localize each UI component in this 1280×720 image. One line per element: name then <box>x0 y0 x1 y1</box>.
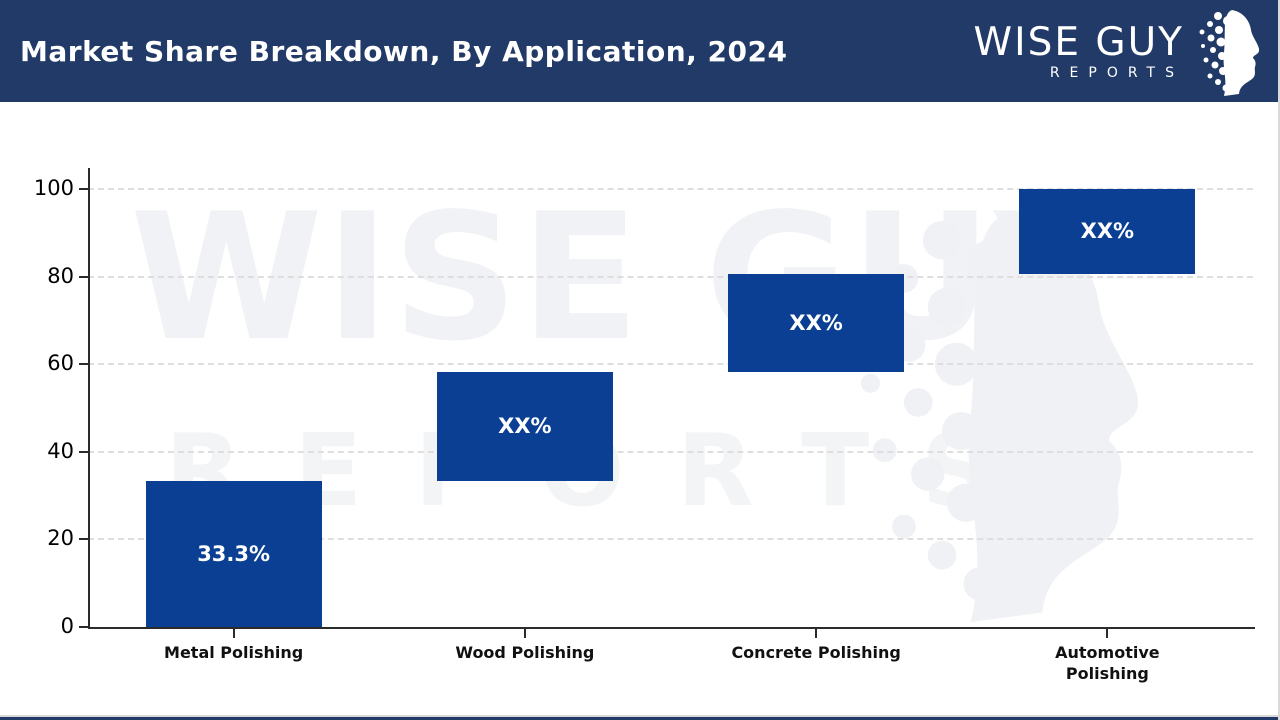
gridline-20 <box>88 538 1253 541</box>
y-tick-mark-20 <box>79 538 88 541</box>
x-tick-mark-2 <box>815 629 818 638</box>
bar-value-label: 33.3% <box>197 542 271 567</box>
x-category-label: Metal Polishing <box>164 643 304 662</box>
x-tick-mark-0 <box>232 629 235 638</box>
gridline-100 <box>88 188 1253 190</box>
y-axis-spine <box>88 168 90 629</box>
bar-concrete-polishing: XX% <box>728 273 905 372</box>
y-tick-label-100: 100 <box>33 176 74 200</box>
bar-automotive-polishing: XX% <box>1019 189 1196 274</box>
y-tick-label-40: 40 <box>47 438 74 463</box>
bar-metal-polishing: 33.3% <box>145 481 322 627</box>
x-tick-mark-1 <box>523 629 526 638</box>
y-tick-label-60: 60 <box>47 351 74 376</box>
bar-value-label: XX% <box>789 310 843 335</box>
y-tick-mark-0 <box>79 626 88 628</box>
logo-face-icon <box>1199 10 1260 96</box>
x-category-label: Automotive Polishing <box>1055 643 1160 683</box>
bar-value-label: XX% <box>498 414 552 439</box>
y-tick-mark-40 <box>79 450 88 453</box>
y-tick-mark-60 <box>79 363 88 366</box>
y-tick-label-0: 0 <box>60 614 74 638</box>
wiseguy-logo: WISE GUY REPORTS <box>974 8 1266 96</box>
gridline-60 <box>88 363 1253 366</box>
bar-wood-polishing: XX% <box>436 371 613 482</box>
footer-accent-bar <box>0 715 1278 720</box>
x-tick-mark-3 <box>1106 629 1109 638</box>
chart-area: WISE GUY REPORTS 02040608010033.3%Metal … <box>0 102 1278 714</box>
logo-text: WISE GUY REPORTS <box>973 19 1184 82</box>
logo-wordmark: WISE GUY <box>973 19 1184 65</box>
gridline-80 <box>88 275 1253 278</box>
y-tick-label-20: 20 <box>47 526 74 551</box>
logo-subtitle: REPORTS <box>1049 65 1184 82</box>
page-title: Market Share Breakdown, By Application, … <box>20 34 788 68</box>
x-axis-spine <box>88 627 1255 629</box>
y-tick-mark-100 <box>79 188 88 190</box>
gridline-40 <box>88 450 1253 453</box>
x-category-label: Wood Polishing <box>455 643 595 662</box>
x-category-label: Concrete Polishing <box>731 643 901 662</box>
y-tick-mark-80 <box>79 275 88 278</box>
bar-value-label: XX% <box>1080 219 1135 244</box>
y-tick-label-80: 80 <box>47 263 74 288</box>
header: Market Share Breakdown, By Application, … <box>0 0 1278 102</box>
